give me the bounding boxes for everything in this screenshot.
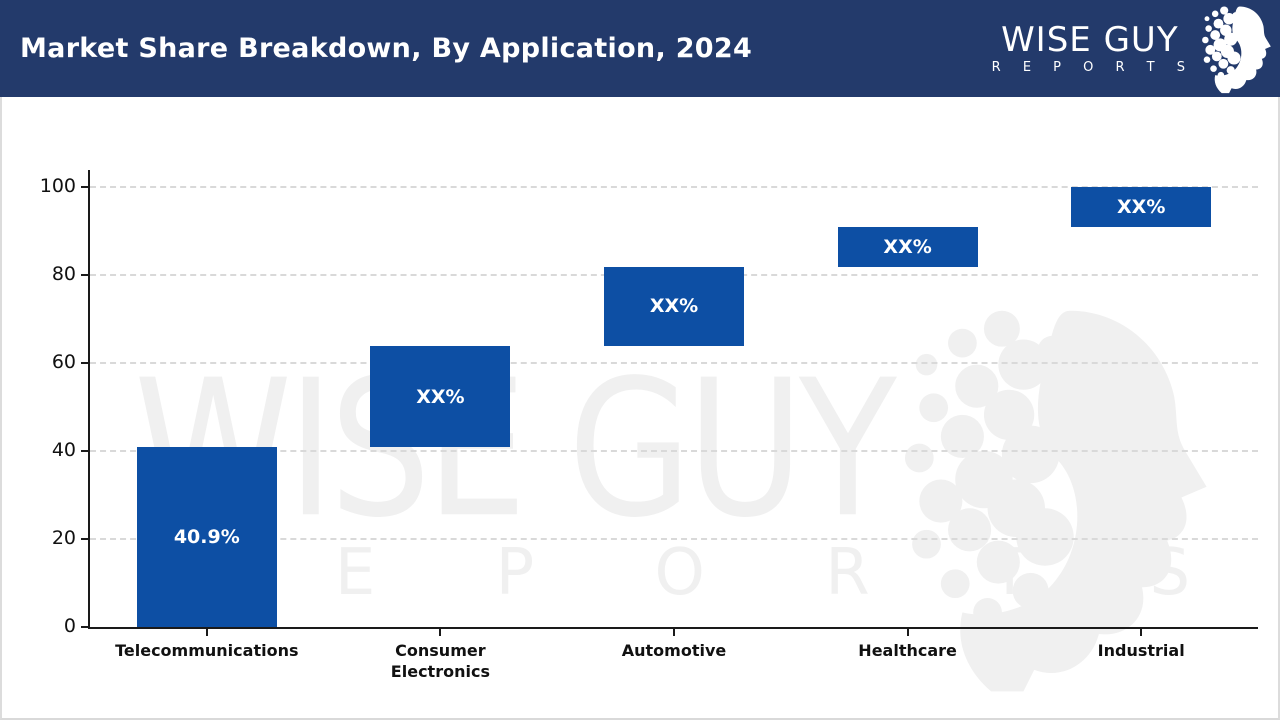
brand-logo: WISE GUY R E P O R T S <box>986 4 1272 94</box>
x-tick <box>205 629 208 636</box>
chart-title: Market Share Breakdown, By Application, … <box>20 33 753 64</box>
bar-segment: XX% <box>604 266 744 347</box>
logo-head-icon <box>1202 5 1271 93</box>
x-tick <box>439 629 442 636</box>
bar-value-label: XX% <box>649 295 699 318</box>
y-axis-line <box>88 170 90 629</box>
y-tick-label-80: 80 <box>51 263 76 286</box>
x-tick <box>673 629 675 636</box>
x-tick <box>1140 629 1143 636</box>
y-tick-60 <box>81 362 89 365</box>
watermark-head-icon <box>904 310 1207 692</box>
gridline-60 <box>90 362 1258 365</box>
y-tick-80 <box>81 274 89 277</box>
bar-value-label: XX% <box>883 235 932 258</box>
logo-wordmark-line2: R E P O R T S <box>991 59 1194 75</box>
header-bar: Market Share Breakdown, By Application, … <box>0 0 1280 97</box>
y-tick-label-100: 100 <box>39 175 76 198</box>
x-axis-line <box>88 627 1258 629</box>
bar-segment: XX% <box>837 227 978 267</box>
x-category-label: Consumer Electronics <box>390 641 490 681</box>
x-category-label: Industrial <box>1097 641 1185 660</box>
bar-value-label: XX% <box>1117 196 1166 219</box>
x-category-label: Healthcare <box>858 641 957 660</box>
chart-canvas: WISE GUY R E P O R T S 0 20 40 60 80 100 40.9%… <box>0 97 1280 720</box>
gridline-40 <box>90 450 1258 453</box>
y-tick-20 <box>81 538 89 541</box>
y-tick-label-60: 60 <box>51 351 76 374</box>
logo-wordmark: WISE GUY R E P O R T S <box>986 23 1194 75</box>
x-category-label: Automotive <box>621 641 727 660</box>
y-tick-0 <box>81 626 89 628</box>
bar-segment: XX% <box>1071 187 1212 228</box>
logo-wordmark-line1: WISE GUY <box>1001 19 1179 60</box>
y-tick-label-0: 0 <box>63 615 76 637</box>
bar-segment: XX% <box>370 346 511 448</box>
x-category-label: Telecommunications <box>115 641 299 660</box>
y-tick-40 <box>81 450 89 453</box>
bar-value-label: 40.9% <box>173 526 240 549</box>
gridline-100 <box>90 186 1258 189</box>
y-tick-label-20: 20 <box>51 527 76 550</box>
y-tick-label-40: 40 <box>51 439 76 462</box>
bar-value-label: XX% <box>416 385 465 408</box>
x-tick <box>906 629 909 636</box>
gridline-20 <box>90 538 1258 541</box>
y-tick-100 <box>81 186 89 189</box>
bar-segment: 40.9% <box>136 447 277 627</box>
